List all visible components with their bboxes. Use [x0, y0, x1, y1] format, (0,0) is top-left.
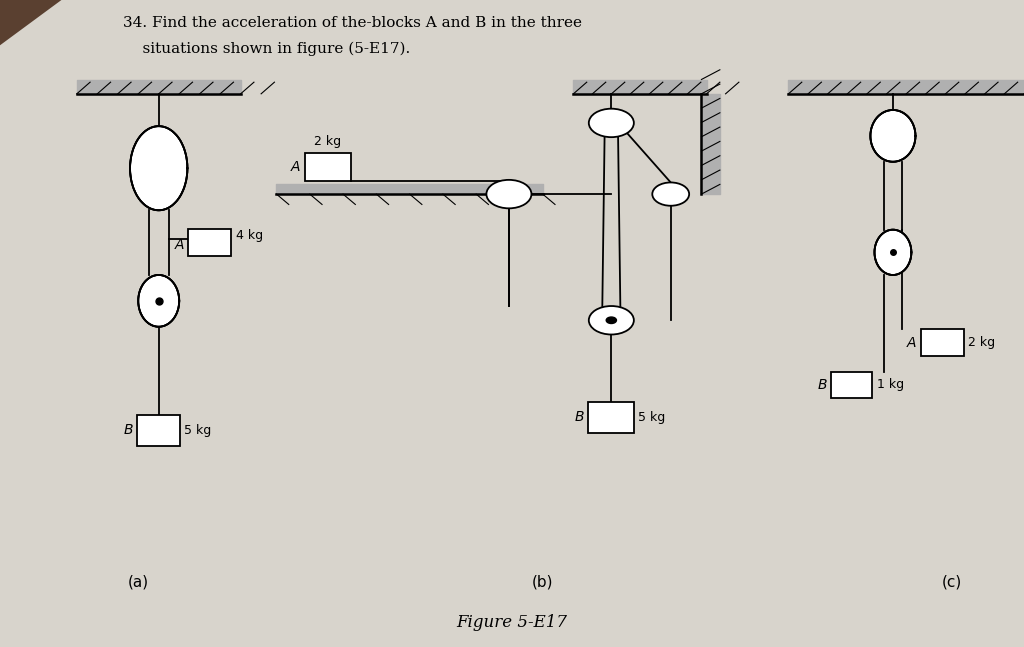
- Text: B: B: [574, 410, 584, 424]
- Bar: [137, 415, 180, 446]
- Bar: [831, 372, 872, 398]
- Circle shape: [652, 182, 689, 206]
- Text: 1 kg: 1 kg: [877, 378, 903, 391]
- Ellipse shape: [130, 126, 187, 210]
- Text: (b): (b): [532, 575, 553, 590]
- Text: (c): (c): [942, 575, 963, 590]
- Text: 2 kg: 2 kg: [314, 135, 341, 148]
- Ellipse shape: [138, 275, 179, 327]
- Ellipse shape: [870, 110, 915, 162]
- Ellipse shape: [874, 230, 911, 275]
- Text: 5 kg: 5 kg: [184, 424, 212, 437]
- Bar: [305, 153, 350, 181]
- Text: 5 kg: 5 kg: [639, 411, 666, 424]
- Text: situations shown in figure (5-E17).: situations shown in figure (5-E17).: [123, 42, 411, 56]
- Text: Figure 5-E17: Figure 5-E17: [457, 614, 567, 631]
- Circle shape: [589, 109, 634, 137]
- Text: A: A: [175, 238, 184, 252]
- Text: 4 kg: 4 kg: [236, 229, 262, 242]
- Text: A: A: [907, 336, 916, 350]
- Text: (a): (a): [128, 575, 148, 590]
- Circle shape: [589, 306, 634, 334]
- Bar: [188, 229, 231, 256]
- Bar: [588, 402, 635, 433]
- Text: 2 kg: 2 kg: [968, 336, 994, 349]
- Text: B: B: [124, 423, 133, 437]
- Circle shape: [486, 180, 531, 208]
- Polygon shape: [0, 0, 61, 45]
- Text: 34. Find the acceleration of the-blocks A and B in the three: 34. Find the acceleration of the-blocks …: [123, 16, 582, 30]
- Bar: [921, 329, 964, 356]
- Text: B: B: [818, 378, 827, 392]
- Text: A: A: [291, 160, 301, 174]
- Circle shape: [606, 317, 616, 324]
